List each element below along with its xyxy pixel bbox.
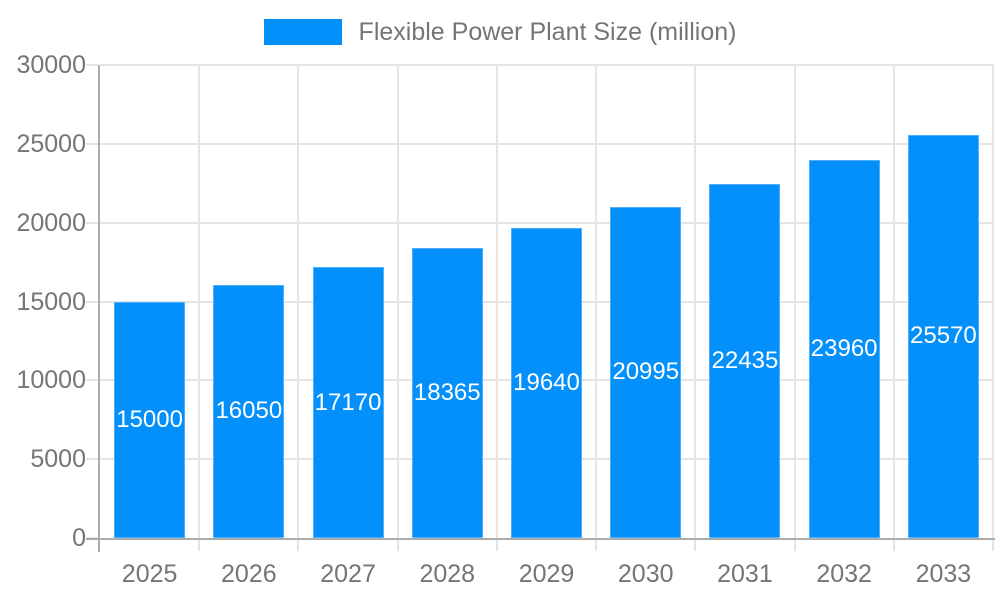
x-axis-tick-label: 2033 [915,560,972,588]
bar-value-label: 25570 [910,322,977,350]
bar-2030[interactable]: 20995 [610,206,682,538]
x-axis-tick-label: 2031 [717,560,773,588]
x-axis-tick-label: 2030 [617,560,674,588]
bar-value-label: 20995 [612,358,680,386]
y-axis-tick [86,300,98,303]
bar-value-label: 15000 [116,405,183,433]
y-axis-tick-label: 20000 [16,208,86,237]
gridline-horizontal [100,221,993,224]
bar-value-label: 18365 [413,379,481,407]
x-axis-tick [396,538,399,551]
x-axis-tick-label: 2025 [121,560,178,588]
y-axis-tick-label: 5000 [30,445,86,474]
y-axis-tick [86,379,98,382]
bar-2033[interactable]: 25570 [907,134,979,538]
gridline-vertical [396,65,399,538]
y-axis-tick [86,458,98,461]
gridline-vertical [595,65,598,538]
bar-2028[interactable]: 18365 [411,248,483,538]
bar-value-label: 19640 [513,369,580,397]
x-axis-tick [595,538,598,551]
x-axis-tick [793,538,796,551]
x-axis-tick [297,538,300,551]
chart-legend[interactable]: Flexible Power Plant Size (million) [0,17,1000,47]
y-axis-tick [86,142,98,145]
bar-2026[interactable]: 16050 [213,284,285,538]
x-axis-tick-label: 2028 [419,560,476,588]
bar-value-label: 16050 [215,397,283,425]
bar-value-label: 23960 [810,335,878,363]
y-axis-tick-label: 25000 [16,129,86,158]
y-axis-line [98,65,100,552]
bar-value-label: 22435 [711,347,779,375]
bar-2025[interactable]: 15000 [114,301,186,538]
gridline-vertical [892,65,895,538]
legend-label: Flexible Power Plant Size (million) [358,18,737,46]
y-axis-tick-label: 30000 [16,51,86,79]
gridline-vertical [992,65,994,538]
gridline-vertical [793,65,796,538]
x-axis-tick-label: 2032 [816,560,872,588]
y-axis-tick [86,64,98,66]
gridline-vertical [297,65,300,538]
bar-2029[interactable]: 19640 [511,228,582,538]
y-axis-tick-label: 15000 [16,287,86,316]
x-axis-tick [892,538,895,551]
gridline-vertical [198,65,201,538]
bar-2027[interactable]: 17170 [312,267,384,538]
x-axis-tick [992,538,994,551]
gridline-horizontal [100,64,993,66]
legend-swatch-icon [263,19,342,45]
x-axis-line [86,538,995,540]
gridline-horizontal [100,142,993,145]
x-axis-tick-label: 2026 [221,560,277,588]
gridline-vertical [495,65,498,538]
x-axis-tick-label: 2029 [518,560,575,588]
x-axis-tick [495,538,498,551]
x-axis-tick-label: 2027 [320,560,376,588]
bar-2032[interactable]: 23960 [808,160,880,538]
bar-2031[interactable]: 22435 [709,184,781,538]
x-axis-tick [198,538,201,551]
bar-value-label: 17170 [314,388,382,416]
y-axis-tick-label: 10000 [16,366,86,395]
y-axis-tick-label: 0 [72,524,86,552]
gridline-vertical [694,65,697,538]
y-axis-tick [86,221,98,224]
x-axis-tick [694,538,697,551]
